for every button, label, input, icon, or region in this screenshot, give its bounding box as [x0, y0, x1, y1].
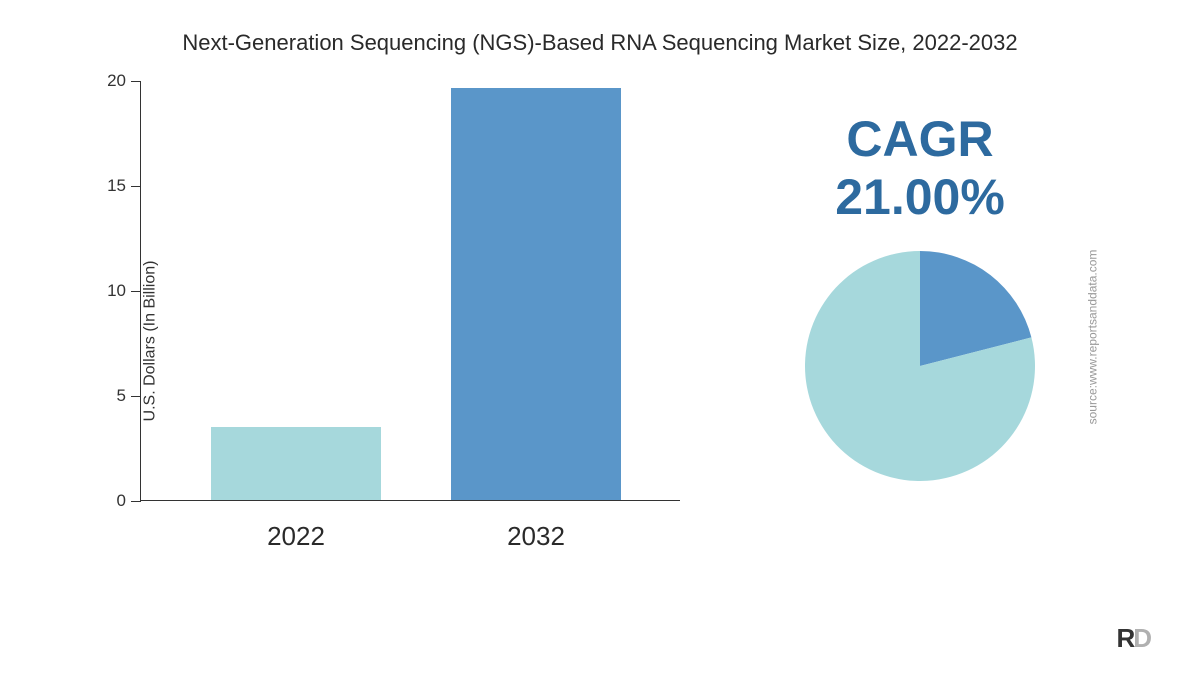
chart-title: Next-Generation Sequencing (NGS)-Based R… — [60, 30, 1140, 56]
y-tick-label: 5 — [96, 386, 126, 406]
y-tick-label: 0 — [96, 491, 126, 511]
x-label-2022: 2022 — [267, 521, 325, 552]
logo: RD — [1116, 623, 1150, 654]
bar-2032 — [451, 88, 621, 500]
bar-chart-area: U.S. Dollars (In Billion) 05101520202220… — [60, 81, 700, 601]
bar-chart-plot: 0510152020222032 — [140, 81, 680, 501]
x-label-2032: 2032 — [507, 521, 565, 552]
y-tick — [131, 396, 141, 397]
pie-chart — [805, 251, 1035, 481]
y-tick — [131, 501, 141, 502]
chart-container: Next-Generation Sequencing (NGS)-Based R… — [0, 0, 1200, 674]
source-attribution: source:www.reportsanddata.com — [1086, 250, 1100, 425]
cagr-line1: CAGR — [835, 111, 1005, 169]
y-tick — [131, 81, 141, 82]
cagr-text: CAGR 21.00% — [835, 111, 1005, 226]
bar-2022 — [211, 427, 381, 501]
logo-r: R — [1116, 623, 1133, 653]
pie-chart-wrap — [805, 251, 1035, 486]
cagr-line2: 21.00% — [835, 169, 1005, 227]
y-tick-label: 20 — [96, 71, 126, 91]
right-panel: CAGR 21.00% — [700, 81, 1140, 601]
y-tick — [131, 186, 141, 187]
logo-d: D — [1133, 623, 1150, 653]
y-tick-label: 15 — [96, 176, 126, 196]
y-tick — [131, 291, 141, 292]
content-row: U.S. Dollars (In Billion) 05101520202220… — [60, 81, 1140, 601]
y-tick-label: 10 — [96, 281, 126, 301]
